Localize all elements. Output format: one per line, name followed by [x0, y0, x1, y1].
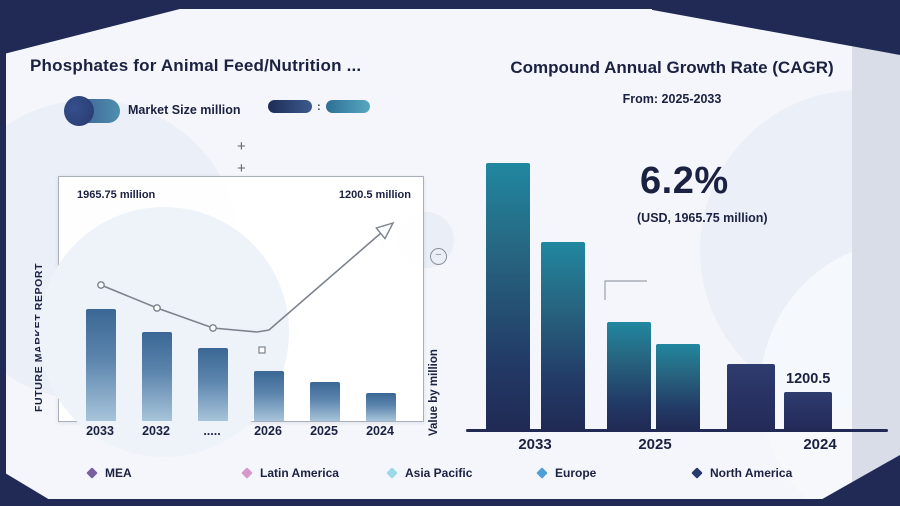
right-chart-side-label: Value by million: [428, 349, 440, 436]
left-x-label: .....: [203, 424, 221, 438]
legend-item-europe: Europe: [536, 466, 597, 480]
trend-line-overlay: [97, 221, 395, 354]
legend-label: Latin America: [260, 466, 339, 480]
market-size-chart: 1965.75 million 1200.5 million: [39, 176, 424, 457]
right-chart-subtitle: From: 2025-2033: [622, 92, 722, 106]
corner-decoration-bottom-left: [0, 470, 60, 506]
cagr-bar: [784, 392, 832, 430]
left-x-label: 2024: [366, 424, 394, 438]
market-size-bar-2024: [366, 393, 396, 421]
corner-decoration-top-left: [0, 0, 215, 55]
legend-label: Europe: [555, 466, 597, 480]
left-x-label: 2032: [142, 424, 170, 438]
left-edge-strip: [0, 0, 6, 506]
cagr-bars: [468, 0, 888, 430]
bottom-edge-strip: [0, 499, 900, 506]
left-bar-slot: [297, 382, 353, 421]
legend-item-latin-america: Latin America: [241, 466, 339, 480]
left-bar-slot: [241, 371, 297, 421]
market-size-bar-2025: [310, 382, 340, 421]
right-x-label-2033: 2033: [518, 436, 552, 453]
legend-label: North America: [710, 466, 793, 480]
axis-step-decoration: [604, 280, 647, 300]
legend-label: Asia Pacific: [405, 466, 473, 480]
right-chart-x-axis: [466, 429, 888, 432]
corner-decoration-bottom-right: [810, 455, 900, 506]
left-x-label: 2033: [86, 424, 114, 438]
legend-dot-asia-pacific: [386, 467, 398, 479]
cagr-bar: [541, 242, 585, 430]
right-x-label-2024: 2024: [803, 436, 837, 453]
cagr-bar: [656, 344, 700, 430]
legend-item-north-america: North America: [691, 466, 793, 480]
market-size-bar-2026: [254, 371, 284, 421]
left-x-label: 2026: [254, 424, 282, 438]
left-x-label: 2025: [310, 424, 338, 438]
market-size-legend-label: Market Size million: [128, 103, 241, 117]
right-chart-title: Compound Annual Growth Rate (CAGR): [510, 58, 834, 77]
cagr-bar: [607, 322, 651, 430]
legend-dot-mea: [86, 467, 98, 479]
annotation-low-value: 1200.5 million: [338, 189, 411, 201]
cylinder-cap: [64, 96, 94, 126]
minus-circle-icon: −: [430, 248, 447, 265]
cagr-value: 6.2%: [640, 160, 729, 202]
pill-navy: [268, 100, 312, 113]
legend-label: MEA: [105, 466, 132, 480]
legend-dot-north-america: [691, 467, 703, 479]
left-chart-x-axis-labels: 2033 2032..... 2026 2025 2024: [58, 424, 422, 438]
legend-dot-latin-america: [241, 467, 253, 479]
plus-mark-icon: +: [237, 138, 246, 155]
cagr-bar: [486, 163, 530, 430]
plus-mark-icon: +: [237, 160, 246, 177]
legend-item-asia-pacific: Asia Pacific: [386, 466, 473, 480]
left-chart-title: Phosphates for Animal Feed/Nutrition ...: [30, 56, 362, 75]
legend-item-mea: MEA: [86, 466, 132, 480]
cagr-note: (USD, 1965.75 million): [637, 211, 768, 225]
left-bar-slot: [353, 393, 409, 421]
cagr-bar: [727, 364, 775, 430]
pill-teal: [325, 100, 370, 113]
annotation-high-value: 1965.75 million: [77, 189, 156, 201]
pill-colon: :: [317, 100, 321, 113]
ratio-pills: :: [268, 100, 370, 113]
legend-dot-europe: [536, 467, 548, 479]
right-x-label-2025: 2025: [638, 436, 672, 453]
market-size-cylinder-icon: [64, 96, 120, 126]
data-label-1200-5: 1200.5: [786, 371, 831, 387]
